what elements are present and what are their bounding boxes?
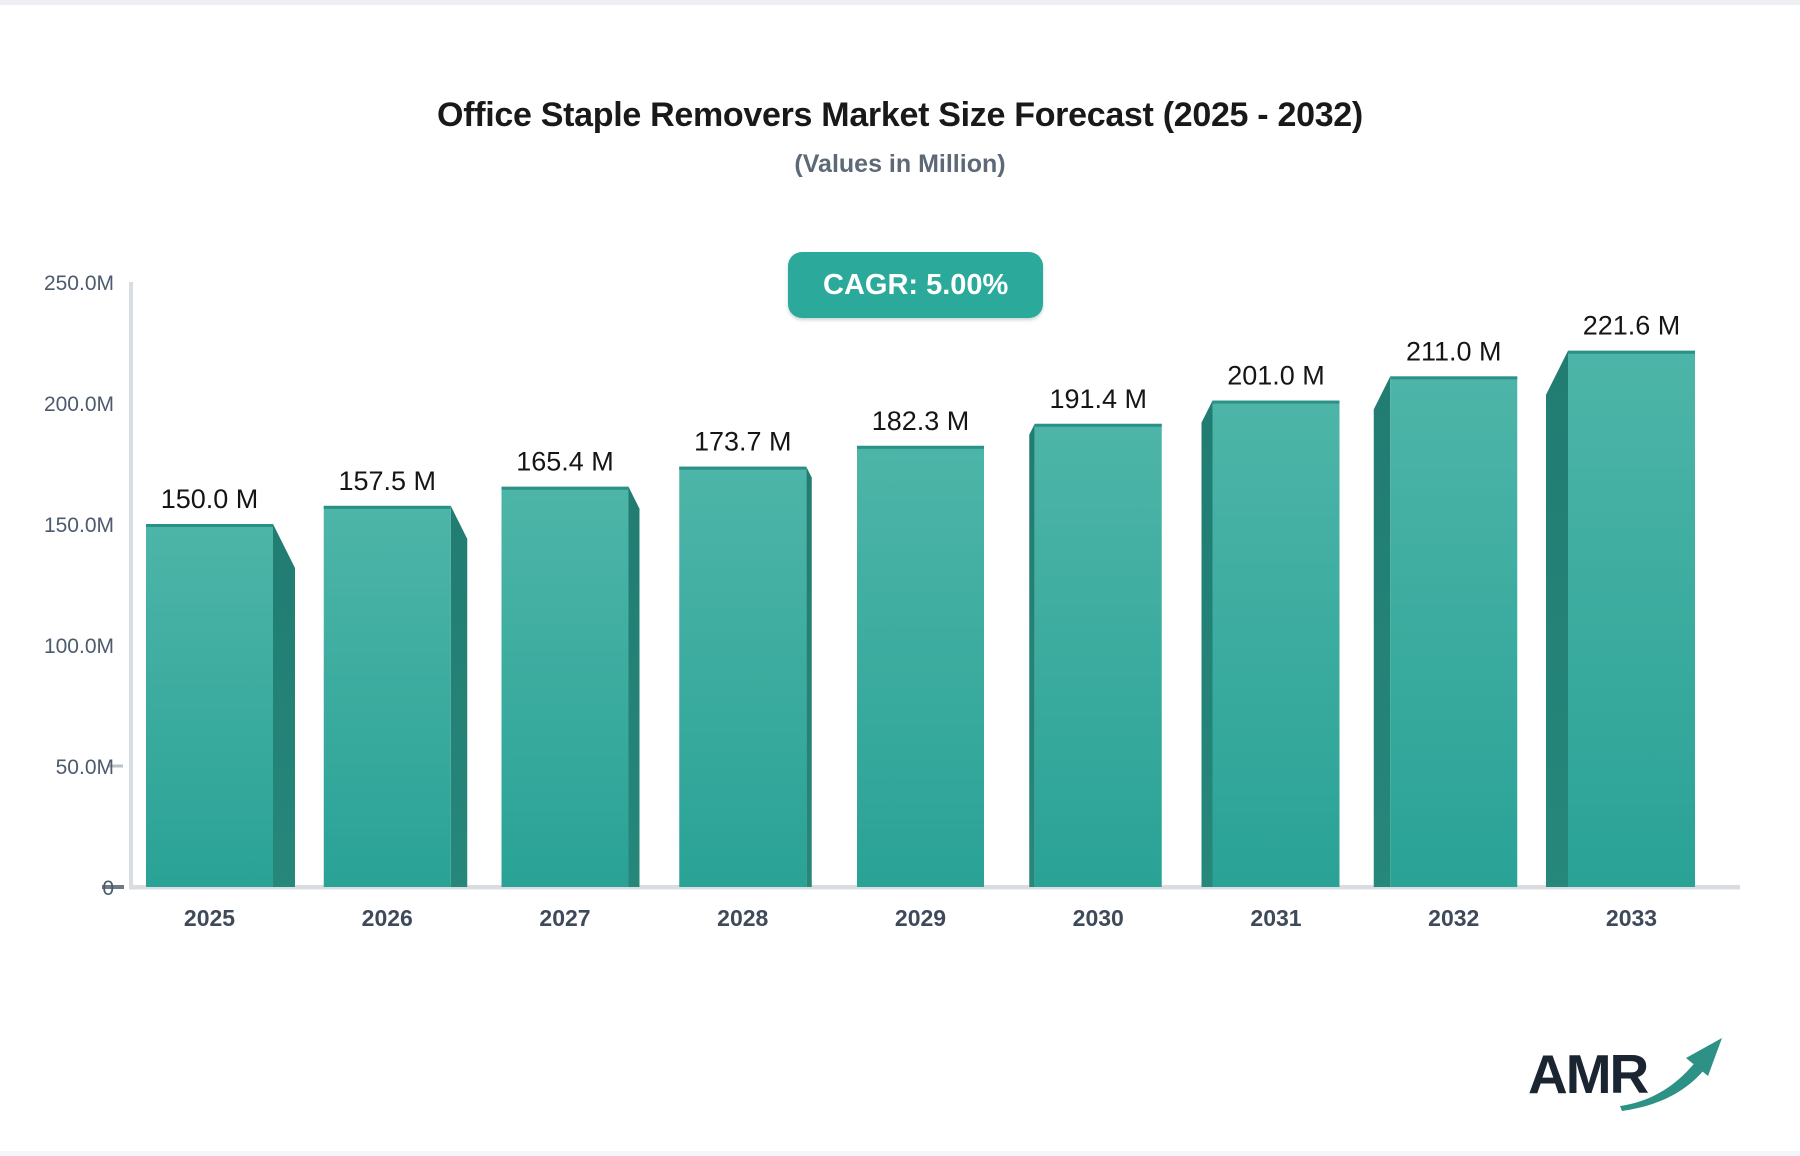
cagr-badge: CAGR: 5.00% xyxy=(788,252,1044,318)
chart-subtitle: (Values in Million) xyxy=(794,150,1006,178)
bar-side-face xyxy=(450,505,468,887)
bar-front-face xyxy=(679,466,807,887)
bar-side-face xyxy=(628,486,640,887)
bar-top-edge xyxy=(146,524,273,527)
bar-2026: 157.5 M 2026 xyxy=(323,466,468,931)
bar-front-face xyxy=(857,445,984,887)
bar-value-label: 191.4 M xyxy=(1049,384,1147,414)
y-axis-tick-label: 150.0M xyxy=(44,514,114,537)
x-axis-label: 2025 xyxy=(184,905,235,931)
y-axis-tick-label: 250.0M xyxy=(44,272,114,295)
bar-front-face xyxy=(1034,423,1162,887)
x-axis-label: 2031 xyxy=(1250,905,1301,931)
bar-2027: 165.4 M 2027 xyxy=(501,447,640,931)
bar-value-label: 173.7 M xyxy=(694,427,792,457)
bar-front-face xyxy=(501,486,629,887)
bar-2032: 211.0 M 2032 xyxy=(1373,336,1518,931)
bar-value-label: 211.0 M xyxy=(1406,336,1502,366)
top-border-strip xyxy=(0,0,1800,5)
bar-top-edge xyxy=(1568,350,1695,354)
bottom-border-strip xyxy=(0,1151,1800,1156)
y-axis-tick-mark xyxy=(108,764,123,768)
bar-2033: 221.6 M 2033 xyxy=(1546,311,1695,931)
y-axis-tick-label: 100.0M xyxy=(44,635,114,658)
bar-top-edge xyxy=(501,486,629,490)
bar-side-face xyxy=(1201,400,1213,887)
bar-front-face xyxy=(1212,400,1340,887)
bar-value-label: 150.0 M xyxy=(161,484,259,514)
x-axis-label: 2030 xyxy=(1073,905,1124,931)
bar-2028: 173.7 M 2028 xyxy=(679,427,812,931)
bar-top-edge xyxy=(323,505,451,509)
bar-side-face xyxy=(273,524,295,887)
amr-logo-arrow-icon xyxy=(1620,1038,1722,1111)
x-axis-label: 2033 xyxy=(1606,905,1657,931)
x-axis-label: 2032 xyxy=(1428,905,1479,931)
x-axis-label: 2028 xyxy=(717,905,768,931)
x-axis-label: 2026 xyxy=(362,905,413,931)
x-axis-label: 2027 xyxy=(539,905,590,931)
y-axis-tick-label: 50.0M xyxy=(56,756,114,779)
x-axis-label: 2029 xyxy=(895,905,946,931)
bar-top-edge xyxy=(1390,376,1518,380)
y-axis-line xyxy=(129,282,133,889)
bar-value-label: 182.3 M xyxy=(872,406,970,436)
chart-title: Office Staple Removers Market Size Forec… xyxy=(437,96,1363,134)
bar-side-face xyxy=(1029,423,1035,887)
bar-value-label: 201.0 M xyxy=(1227,361,1325,391)
bar-2029: 182.3 M 2029 xyxy=(857,406,984,931)
y-axis-tick-mark xyxy=(102,885,124,889)
bar-top-edge xyxy=(679,466,807,470)
y-axis-tick-label: 0 xyxy=(102,877,114,900)
bar-value-label: 157.5 M xyxy=(338,466,436,496)
bar-top-edge xyxy=(1212,400,1340,404)
bar-top-edge xyxy=(857,445,984,449)
bar-top-edge xyxy=(1034,423,1162,427)
amr-logo-text: AMR xyxy=(1528,1043,1649,1105)
amr-logo: AMR xyxy=(1528,1034,1758,1124)
bar-front-face xyxy=(1568,350,1695,887)
bar-front-face xyxy=(323,505,451,887)
bar-front-face xyxy=(146,524,273,887)
bar-2030: 191.4 M 2030 xyxy=(1029,384,1162,931)
x-axis-line xyxy=(129,885,1740,890)
bar-2031: 201.0 M 2031 xyxy=(1201,361,1340,931)
bar-front-face xyxy=(1390,376,1518,887)
bar-side-face xyxy=(1546,350,1568,887)
bar-2025: 150.0 M 2025 xyxy=(146,484,295,931)
y-axis-tick-label: 200.0M xyxy=(44,393,114,416)
bar-side-face xyxy=(1373,376,1391,887)
bar-value-label: 221.6 M xyxy=(1583,311,1681,341)
bar-side-face xyxy=(806,466,812,887)
bar-value-label: 165.4 M xyxy=(516,447,614,477)
